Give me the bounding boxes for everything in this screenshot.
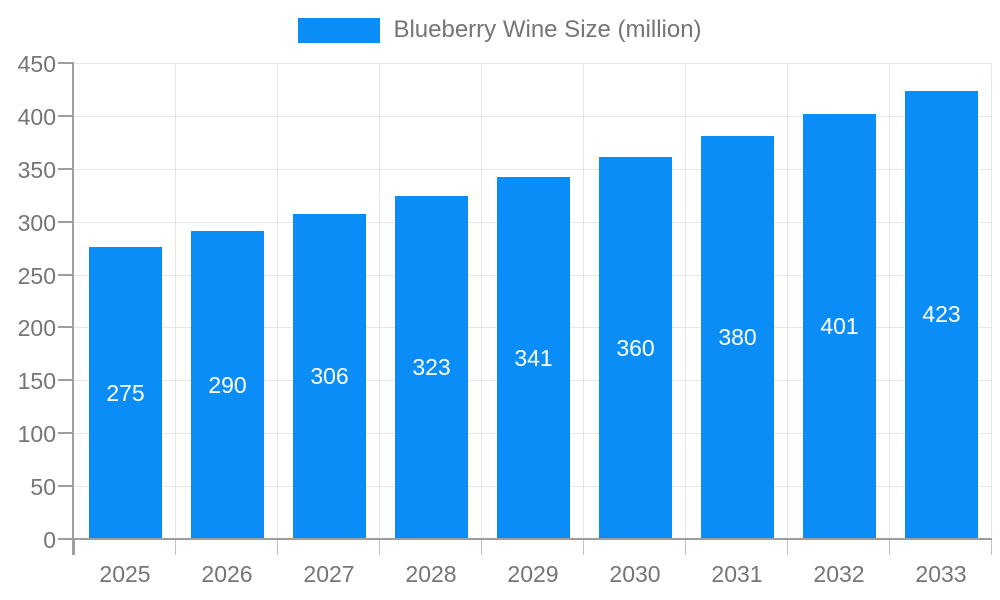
x-axis-label: 2026 (201, 561, 253, 587)
x-axis-label: 2025 (99, 561, 151, 587)
x-axis-tick (73, 540, 75, 555)
bar (395, 196, 468, 538)
y-axis-label: 300 (17, 210, 56, 236)
bar-value-label: 360 (616, 335, 655, 361)
y-axis-tick (58, 379, 74, 381)
bar-value-label: 423 (922, 301, 961, 327)
bar-value-label: 401 (820, 313, 859, 339)
grid-line-h (74, 169, 992, 170)
bar-value-label: 290 (208, 372, 247, 398)
y-axis-tick (58, 168, 74, 170)
bar-value-label: 323 (412, 354, 451, 380)
x-axis-label: 2031 (711, 561, 763, 587)
y-axis-label: 50 (30, 474, 56, 500)
legend-item[interactable]: Blueberry Wine Size (million) (0, 17, 1000, 43)
x-axis-label: 2032 (813, 561, 865, 587)
bar-value-label: 380 (718, 324, 757, 350)
bar (701, 136, 774, 538)
legend-label: Blueberry Wine Size (million) (393, 16, 702, 43)
grid-line-v (379, 64, 380, 540)
x-axis-tick (787, 540, 788, 555)
bar-value-label: 341 (514, 345, 553, 371)
grid-line-v (889, 64, 890, 540)
bar-value-label: 306 (310, 363, 349, 389)
grid-line-v (991, 64, 992, 540)
bar (191, 231, 264, 538)
grid-line-h (74, 63, 992, 64)
x-axis-tick (583, 540, 584, 555)
y-axis-label: 350 (17, 157, 56, 183)
x-axis-label: 2029 (507, 561, 559, 587)
y-axis-tick (58, 326, 74, 328)
y-axis-label: 450 (17, 51, 56, 77)
x-axis-label: 2028 (405, 561, 457, 587)
bar (905, 91, 978, 538)
y-axis-line (72, 64, 74, 555)
x-axis-tick (277, 540, 278, 555)
y-axis-tick (58, 485, 74, 487)
x-axis-tick (481, 540, 482, 555)
y-axis-label: 0 (43, 527, 56, 553)
x-axis-label: 2033 (915, 561, 967, 587)
bar (803, 114, 876, 538)
grid-line-v (481, 64, 482, 540)
x-axis-tick (685, 540, 686, 555)
bar (293, 214, 366, 538)
y-axis-tick (58, 115, 74, 117)
bar (599, 157, 672, 538)
y-axis-label: 200 (17, 315, 56, 341)
grid-line-v (175, 64, 176, 540)
grid-line-v (583, 64, 584, 540)
grid-line-v (787, 64, 788, 540)
y-axis-tick (58, 62, 74, 64)
y-axis-label: 150 (17, 368, 56, 394)
y-axis-tick (58, 274, 74, 276)
x-axis-tick (889, 540, 890, 555)
grid-line-v (277, 64, 278, 540)
legend-swatch (298, 17, 381, 43)
x-axis-tick (991, 540, 992, 555)
y-axis-tick (58, 221, 74, 223)
bar-value-label: 275 (106, 380, 145, 406)
y-axis-tick (58, 538, 74, 540)
x-axis-label: 2030 (609, 561, 661, 587)
x-axis-tick (175, 540, 176, 555)
y-axis-label: 400 (17, 104, 56, 130)
bar (497, 177, 570, 538)
y-axis-tick (58, 432, 74, 434)
bar (89, 247, 162, 538)
x-axis-line (72, 538, 992, 540)
grid-line-v (685, 64, 686, 540)
x-axis-label: 2027 (303, 561, 355, 587)
y-axis-label: 250 (17, 263, 56, 289)
y-axis-label: 100 (17, 421, 56, 447)
x-axis-tick (379, 540, 380, 555)
grid-line-h (74, 116, 992, 117)
